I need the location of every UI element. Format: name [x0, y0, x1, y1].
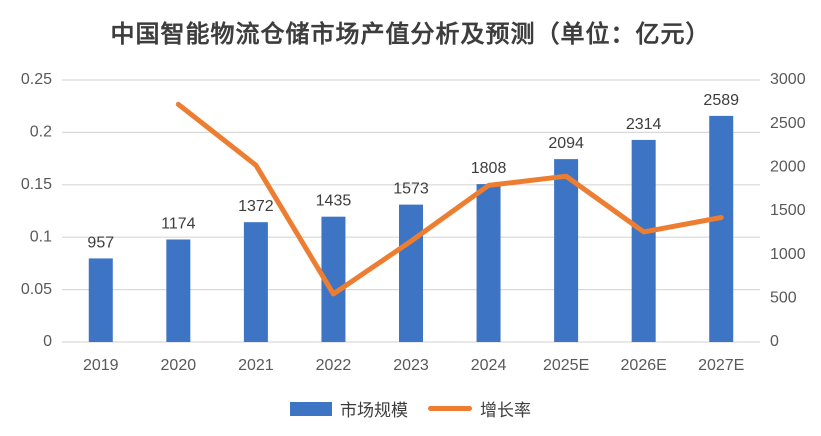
bar-value-label: 1174	[161, 215, 196, 232]
bar-2019	[88, 258, 113, 342]
bar-series-swatch-icon	[290, 401, 332, 416]
chart-legend: 市场规模 增长率	[0, 396, 821, 421]
left-axis-tick-label: 0.15	[21, 176, 52, 193]
left-axis-tick-label: 0.1	[30, 228, 52, 245]
right-axis-tick-label: 500	[770, 290, 797, 307]
bar-2026E	[631, 139, 656, 342]
bar-2027E	[709, 115, 734, 342]
left-axis-tick-label: 0.25	[21, 71, 52, 88]
bar-2023	[399, 204, 423, 342]
bar-value-label: 1435	[316, 193, 352, 210]
right-axis-tick-label: 2500	[770, 115, 806, 132]
bar-value-label: 2589	[703, 92, 739, 109]
x-axis-label: 2022	[316, 357, 352, 374]
bar-2024	[476, 184, 501, 342]
right-axis-tick-label: 2000	[770, 159, 806, 176]
bar-2020	[166, 239, 191, 342]
left-axis-tick-label: 0	[43, 333, 52, 350]
bar-value-label: 957	[87, 234, 114, 251]
x-axis-label: 2021	[238, 357, 274, 374]
legend-item-market-size: 市场规模	[290, 396, 408, 421]
x-axis-label: 2025E	[543, 357, 589, 374]
legend-label-market-size: 市场规模	[340, 401, 408, 420]
bar-value-label: 1372	[238, 198, 274, 215]
right-axis-tick-label: 1500	[770, 202, 806, 219]
bar-value-label: 1573	[393, 181, 429, 198]
line-series-swatch-icon	[428, 406, 472, 411]
bar-value-label: 2314	[626, 116, 662, 133]
x-axis-label: 2027E	[698, 357, 744, 374]
x-axis-label: 2026E	[621, 357, 667, 374]
bar-value-label: 1808	[471, 160, 507, 177]
bar-2021	[243, 222, 268, 342]
legend-item-growth-rate: 增长率	[428, 396, 531, 421]
chart-plot-area: 0 0.05 0.1 0.15 0.2 0.25 0 500 1000 1500 2000 2500 3…	[21, 71, 806, 374]
x-axis-label: 2019	[83, 357, 119, 374]
chart-title: 中国智能物流仓储市场产值分析及预测（单位：亿元）	[110, 21, 711, 48]
bar-value-label: 2094	[548, 135, 584, 152]
right-axis-tick-label: 1000	[770, 246, 806, 263]
legend-label-growth-rate: 增长率	[480, 401, 531, 420]
growth-rate-line	[175, 101, 724, 297]
right-axis-tick-label: 3000	[770, 71, 806, 88]
right-axis-tick-label: 0	[770, 333, 779, 350]
x-axis-label: 2023	[393, 357, 429, 374]
x-axis-label: 2024	[471, 357, 507, 374]
left-axis-tick-label: 0.2	[30, 124, 52, 141]
x-axis-label: 2020	[161, 357, 197, 374]
bar-2025E	[554, 159, 579, 342]
left-axis-tick-label: 0.05	[21, 281, 52, 298]
